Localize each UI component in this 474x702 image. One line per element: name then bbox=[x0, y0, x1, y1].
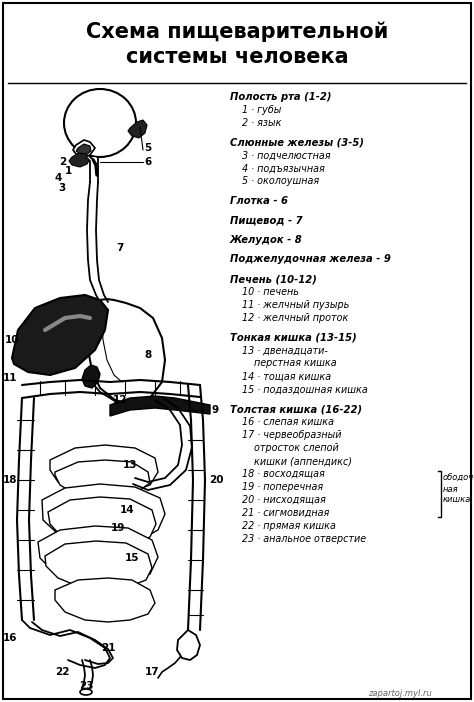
Polygon shape bbox=[12, 295, 108, 375]
Text: 16 · слепая кишка: 16 · слепая кишка bbox=[242, 417, 334, 427]
Text: кишки (аппендикс): кишки (аппендикс) bbox=[254, 456, 352, 466]
Text: 16: 16 bbox=[3, 633, 17, 643]
Polygon shape bbox=[55, 578, 155, 622]
Text: 21: 21 bbox=[101, 643, 115, 653]
Text: 5 · околоушная: 5 · околоушная bbox=[242, 176, 319, 187]
Text: 19: 19 bbox=[111, 523, 125, 533]
Text: Толстая кишка (16-22): Толстая кишка (16-22) bbox=[230, 404, 362, 414]
Text: Схема пищеварительной
системы человека: Схема пищеварительной системы человека bbox=[86, 21, 388, 67]
Polygon shape bbox=[110, 396, 210, 416]
Text: Полость рта (1-2): Полость рта (1-2) bbox=[230, 92, 331, 102]
Text: 5: 5 bbox=[145, 143, 152, 153]
Polygon shape bbox=[48, 497, 156, 547]
Polygon shape bbox=[50, 445, 158, 495]
Text: Слюнные железы (3-5): Слюнные железы (3-5) bbox=[230, 138, 364, 147]
Text: 1 · губы: 1 · губы bbox=[242, 105, 282, 115]
Text: 11: 11 bbox=[3, 373, 17, 383]
Text: Печень (10-12): Печень (10-12) bbox=[230, 274, 317, 284]
Text: 10: 10 bbox=[5, 335, 19, 345]
Text: Желудок - 8: Желудок - 8 bbox=[230, 235, 303, 245]
Text: 7: 7 bbox=[116, 243, 124, 253]
Text: 11 · желчный пузырь: 11 · желчный пузырь bbox=[242, 300, 349, 310]
Text: 20: 20 bbox=[209, 475, 223, 485]
Text: 2: 2 bbox=[59, 157, 67, 167]
Text: 17 · червеобразный: 17 · червеобразный bbox=[242, 430, 341, 440]
Text: 18 · восходящая: 18 · восходящая bbox=[242, 469, 325, 479]
Text: 3 · подчелюстная: 3 · подчелюстная bbox=[242, 150, 330, 161]
Text: 15: 15 bbox=[125, 553, 139, 563]
Text: 1: 1 bbox=[64, 166, 72, 176]
Text: 6: 6 bbox=[145, 157, 152, 167]
Text: 17: 17 bbox=[145, 667, 159, 677]
Text: перстная кишка: перстная кишка bbox=[254, 359, 337, 369]
Text: 23: 23 bbox=[79, 681, 93, 691]
Text: Глотка - 6: Глотка - 6 bbox=[230, 196, 288, 206]
Polygon shape bbox=[69, 153, 90, 167]
Text: 21 · сигмовидная: 21 · сигмовидная bbox=[242, 508, 329, 518]
Text: 14: 14 bbox=[120, 505, 134, 515]
Text: 15 · подаздошная кишка: 15 · подаздошная кишка bbox=[242, 385, 368, 395]
Ellipse shape bbox=[64, 89, 136, 157]
Text: 3: 3 bbox=[58, 183, 65, 193]
Text: zapartoj.myl.ru: zapartoj.myl.ru bbox=[368, 689, 432, 698]
Text: 12 · желчный проток: 12 · желчный проток bbox=[242, 313, 348, 323]
Polygon shape bbox=[73, 140, 95, 157]
Polygon shape bbox=[82, 365, 100, 388]
Text: Пищевод - 7: Пищевод - 7 bbox=[230, 216, 302, 225]
Polygon shape bbox=[55, 460, 150, 497]
Polygon shape bbox=[76, 144, 91, 155]
Text: 10 · печень: 10 · печень bbox=[242, 287, 299, 297]
Polygon shape bbox=[45, 541, 152, 589]
Text: 18: 18 bbox=[3, 475, 17, 485]
Text: 2 · язык: 2 · язык bbox=[242, 118, 282, 128]
Text: Тонкая кишка (13-15): Тонкая кишка (13-15) bbox=[230, 333, 357, 343]
Polygon shape bbox=[128, 120, 147, 138]
Text: 8: 8 bbox=[145, 350, 152, 360]
Polygon shape bbox=[177, 630, 200, 660]
Ellipse shape bbox=[80, 689, 92, 695]
Text: 4: 4 bbox=[55, 173, 62, 183]
Polygon shape bbox=[38, 526, 158, 585]
Text: 14 · тощая кишка: 14 · тощая кишка bbox=[242, 371, 331, 381]
Polygon shape bbox=[88, 299, 165, 405]
Text: 20 · нисходящая: 20 · нисходящая bbox=[242, 495, 326, 505]
Text: 12: 12 bbox=[113, 395, 127, 405]
Text: 13: 13 bbox=[123, 460, 137, 470]
Text: 22: 22 bbox=[55, 667, 69, 677]
Text: 9: 9 bbox=[211, 405, 219, 415]
Text: Поджелудочная железа - 9: Поджелудочная железа - 9 bbox=[230, 255, 391, 265]
Text: 23 · анальное отверстие: 23 · анальное отверстие bbox=[242, 534, 366, 544]
Polygon shape bbox=[42, 484, 165, 545]
Text: ободоч-
ная
кишка: ободоч- ная кишка bbox=[443, 474, 474, 504]
Text: 19 · поперечная: 19 · поперечная bbox=[242, 482, 323, 492]
Text: отросток слепой: отросток слепой bbox=[254, 443, 339, 453]
Text: 4 · подъязычная: 4 · подъязычная bbox=[242, 164, 325, 173]
Text: 22 · прямая кишка: 22 · прямая кишка bbox=[242, 521, 336, 531]
Text: 13 · двенадцати-: 13 · двенадцати- bbox=[242, 345, 328, 355]
